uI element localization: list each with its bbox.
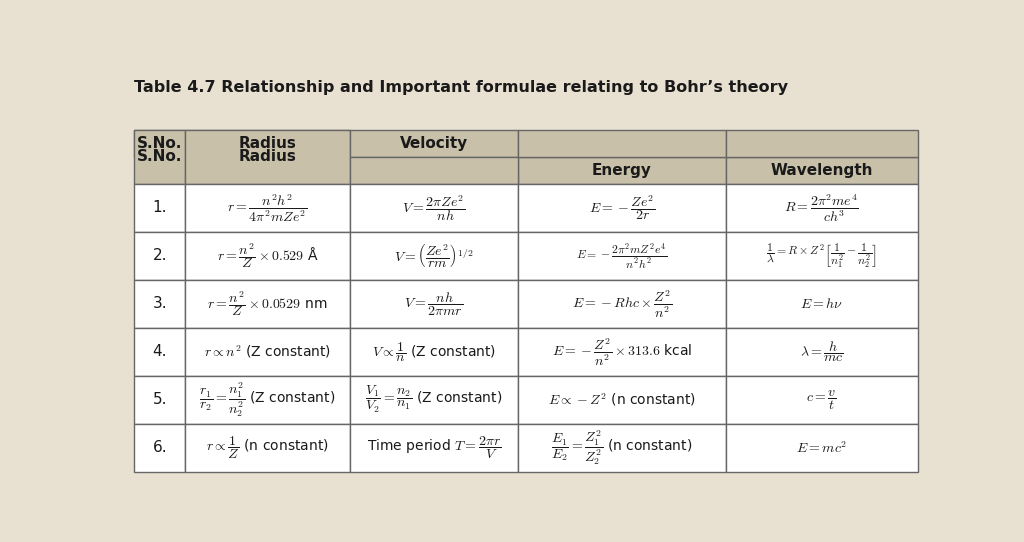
Text: S.No.: S.No. [137, 150, 182, 164]
Polygon shape [350, 376, 518, 424]
Polygon shape [350, 424, 518, 472]
Text: $r \propto n^2$ (Z constant): $r \propto n^2$ (Z constant) [204, 344, 331, 360]
Polygon shape [134, 280, 185, 328]
Polygon shape [134, 328, 185, 376]
Polygon shape [726, 376, 918, 424]
Text: $\dfrac{r_1}{r_2} = \dfrac{n_1^2}{n_2^2}$ (Z constant): $\dfrac{r_1}{r_2} = \dfrac{n_1^2}{n_2^2}… [200, 380, 336, 420]
Polygon shape [518, 232, 726, 280]
Polygon shape [726, 280, 918, 328]
Polygon shape [726, 232, 918, 280]
Text: $r = \dfrac{n^2}{Z} \times 0.0529$ nm: $r = \dfrac{n^2}{Z} \times 0.0529$ nm [207, 289, 328, 319]
Text: $c = \dfrac{v}{t}$: $c = \dfrac{v}{t}$ [807, 388, 837, 411]
Polygon shape [518, 157, 726, 184]
Text: Wavelength: Wavelength [770, 163, 872, 178]
Text: $R = \dfrac{2\pi^2me^4}{ch^3}$: $R = \dfrac{2\pi^2me^4}{ch^3}$ [784, 192, 859, 224]
Polygon shape [726, 157, 918, 184]
Text: $r = \dfrac{n^2h^2}{4\pi^2mZe^2}$: $r = \dfrac{n^2h^2}{4\pi^2mZe^2}$ [227, 192, 307, 224]
Polygon shape [350, 184, 518, 232]
Text: $E = -\dfrac{Ze^2}{2r}$: $E = -\dfrac{Ze^2}{2r}$ [589, 193, 655, 222]
Text: $r \propto \dfrac{1}{Z}$ (n constant): $r \propto \dfrac{1}{Z}$ (n constant) [206, 435, 329, 461]
Polygon shape [726, 130, 918, 157]
Polygon shape [134, 376, 185, 424]
Text: $E = -\dfrac{2\pi^2mZ^2e^4}{n^2h^2}$: $E = -\dfrac{2\pi^2mZ^2e^4}{n^2h^2}$ [577, 241, 668, 271]
Text: $\lambda = \dfrac{h}{mc}$: $\lambda = \dfrac{h}{mc}$ [800, 340, 844, 364]
Text: $V = \dfrac{nh}{2\pi mr}$: $V = \dfrac{nh}{2\pi mr}$ [404, 291, 464, 318]
Polygon shape [185, 232, 350, 280]
Polygon shape [518, 328, 726, 376]
Text: Velocity: Velocity [399, 136, 468, 151]
Text: 3.: 3. [153, 296, 167, 312]
Polygon shape [726, 424, 918, 472]
Polygon shape [518, 424, 726, 472]
Polygon shape [350, 130, 518, 157]
Text: Radius: Radius [239, 150, 296, 164]
Polygon shape [185, 130, 350, 157]
Text: 2.: 2. [153, 248, 167, 263]
Text: S.No.: S.No. [137, 136, 182, 151]
Text: $E = -\dfrac{Z^2}{n^2} \times 313.6$ kcal: $E = -\dfrac{Z^2}{n^2} \times 313.6$ kca… [552, 336, 692, 367]
Text: 1.: 1. [153, 201, 167, 216]
Text: $r = \dfrac{n^2}{Z} \times 0.529$ Å: $r = \dfrac{n^2}{Z} \times 0.529$ Å [217, 242, 318, 270]
Polygon shape [185, 376, 350, 424]
Polygon shape [726, 328, 918, 376]
Polygon shape [350, 328, 518, 376]
Polygon shape [350, 157, 518, 184]
Polygon shape [185, 130, 350, 184]
Text: Time period $T = \dfrac{2\pi r}{V}$: Time period $T = \dfrac{2\pi r}{V}$ [367, 435, 501, 461]
Text: $E = h\nu$: $E = h\nu$ [800, 297, 844, 311]
Polygon shape [726, 184, 918, 232]
Polygon shape [518, 376, 726, 424]
Text: $V = \dfrac{2\pi Ze^2}{nh}$: $V = \dfrac{2\pi Ze^2}{nh}$ [402, 193, 466, 223]
Polygon shape [134, 424, 185, 472]
Polygon shape [134, 130, 185, 184]
Text: $\dfrac{E_1}{E_2} = \dfrac{Z_1^2}{Z_2^2}$ (n constant): $\dfrac{E_1}{E_2} = \dfrac{Z_1^2}{Z_2^2}… [551, 429, 692, 467]
Text: $\dfrac{1}{\lambda} = R \times Z^2\left[\dfrac{1}{n_1^2} - \dfrac{1}{n_2^2}\righ: $\dfrac{1}{\lambda} = R \times Z^2\left[… [766, 242, 878, 270]
Polygon shape [185, 184, 350, 232]
Text: $V \propto \dfrac{1}{n}$ (Z constant): $V \propto \dfrac{1}{n}$ (Z constant) [372, 340, 496, 364]
Text: $E = -Rhc \times \dfrac{Z^2}{n^2}$: $E = -Rhc \times \dfrac{Z^2}{n^2}$ [571, 288, 672, 320]
Polygon shape [134, 232, 185, 280]
Text: 6.: 6. [153, 441, 167, 455]
Polygon shape [350, 280, 518, 328]
Text: Radius: Radius [239, 136, 296, 151]
Polygon shape [518, 130, 726, 157]
Text: $\dfrac{V_1}{V_2} = \dfrac{n_2}{n_1}$ (Z constant): $\dfrac{V_1}{V_2} = \dfrac{n_2}{n_1}$ (Z… [366, 384, 503, 416]
Text: Energy: Energy [592, 163, 652, 178]
Polygon shape [134, 184, 185, 232]
Polygon shape [185, 280, 350, 328]
Polygon shape [185, 328, 350, 376]
Polygon shape [518, 184, 726, 232]
Polygon shape [350, 232, 518, 280]
Polygon shape [185, 424, 350, 472]
Text: $E \propto -Z^2$ (n constant): $E \propto -Z^2$ (n constant) [548, 392, 696, 408]
Text: Table 4.7 Relationship and Important formulae relating to Bohr’s theory: Table 4.7 Relationship and Important for… [134, 80, 788, 95]
Text: 5.: 5. [153, 392, 167, 408]
Text: $V = \left(\dfrac{Ze^2}{rm}\right)^{1/2}$: $V = \left(\dfrac{Ze^2}{rm}\right)^{1/2}… [394, 242, 474, 269]
Text: 4.: 4. [153, 345, 167, 359]
Polygon shape [518, 280, 726, 328]
Text: $E = mc^2$: $E = mc^2$ [796, 440, 847, 456]
Polygon shape [134, 130, 185, 157]
